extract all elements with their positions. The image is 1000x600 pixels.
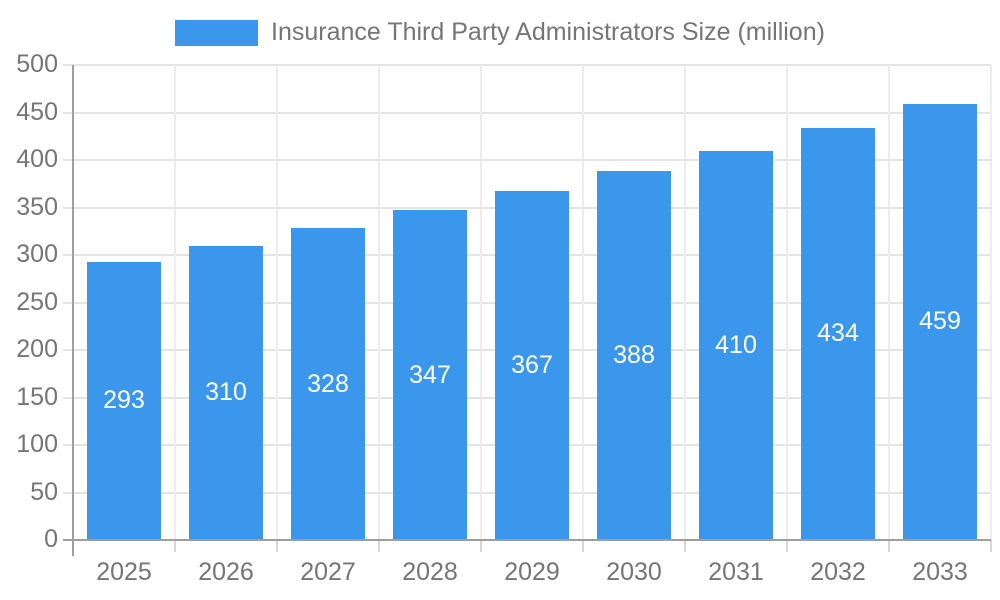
y-axis-line <box>72 65 74 556</box>
v-grid-line <box>276 65 278 540</box>
y-tick-label: 150 <box>16 382 58 411</box>
bar: 434 <box>801 127 875 540</box>
bar-value-label: 388 <box>613 341 655 370</box>
bar: 310 <box>189 245 263 540</box>
y-tick-label: 0 <box>44 524 58 553</box>
x-tick-label: 2027 <box>300 558 356 586</box>
v-grid-line <box>888 65 890 540</box>
x-tick-mark <box>990 540 992 552</box>
bar: 328 <box>291 228 365 540</box>
x-tick-mark <box>378 540 380 552</box>
v-grid-line <box>174 65 176 540</box>
y-grid-line <box>63 64 991 66</box>
x-tick-label: 2029 <box>504 558 560 586</box>
bar-value-label: 328 <box>307 369 349 398</box>
y-tick-label: 250 <box>16 287 58 316</box>
bar-value-label: 293 <box>103 386 145 415</box>
bar: 367 <box>495 191 569 540</box>
bar: 459 <box>903 103 977 540</box>
y-tick-label: 450 <box>16 97 58 126</box>
x-tick-label: 2031 <box>708 558 764 586</box>
bar: 388 <box>597 171 671 540</box>
bar-value-label: 459 <box>919 307 961 336</box>
x-tick-label: 2025 <box>96 558 152 586</box>
chart-legend: Insurance Third Party Administrators Siz… <box>0 18 1000 47</box>
v-grid-line <box>480 65 482 540</box>
y-tick-label: 200 <box>16 334 58 363</box>
y-tick-label: 350 <box>16 192 58 221</box>
x-tick-mark <box>174 540 176 552</box>
x-tick-label: 2026 <box>198 558 254 586</box>
bar-value-label: 410 <box>715 330 757 359</box>
bar-value-label: 434 <box>817 319 859 348</box>
bar: 293 <box>87 261 161 540</box>
x-tick-label: 2032 <box>810 558 866 586</box>
x-tick-mark <box>480 540 482 552</box>
v-grid-line <box>684 65 686 540</box>
x-tick-mark <box>786 540 788 552</box>
legend-label: Insurance Third Party Administrators Siz… <box>271 18 825 46</box>
x-tick-label: 2030 <box>606 558 662 586</box>
y-tick-label: 400 <box>16 144 58 173</box>
y-tick-label: 50 <box>30 477 58 506</box>
x-axis-line <box>63 539 991 541</box>
bar-value-label: 367 <box>511 351 553 380</box>
v-grid-line <box>990 65 992 540</box>
x-tick-mark <box>684 540 686 552</box>
x-tick-mark <box>582 540 584 552</box>
bar-value-label: 347 <box>409 360 451 389</box>
bar: 347 <box>393 210 467 540</box>
y-grid-line <box>63 159 991 161</box>
y-tick-label: 100 <box>16 429 58 458</box>
v-grid-line <box>378 65 380 540</box>
y-tick-label: 300 <box>16 239 58 268</box>
legend-swatch <box>175 19 259 46</box>
y-tick-label: 500 <box>16 49 58 78</box>
v-grid-line <box>582 65 584 540</box>
x-tick-mark <box>276 540 278 552</box>
x-tick-label: 2033 <box>912 558 968 586</box>
bar: 410 <box>699 150 773 540</box>
bar-value-label: 310 <box>205 378 247 407</box>
x-tick-mark <box>888 540 890 552</box>
v-grid-line <box>786 65 788 540</box>
x-tick-label: 2028 <box>402 558 458 586</box>
y-grid-line <box>63 111 991 114</box>
